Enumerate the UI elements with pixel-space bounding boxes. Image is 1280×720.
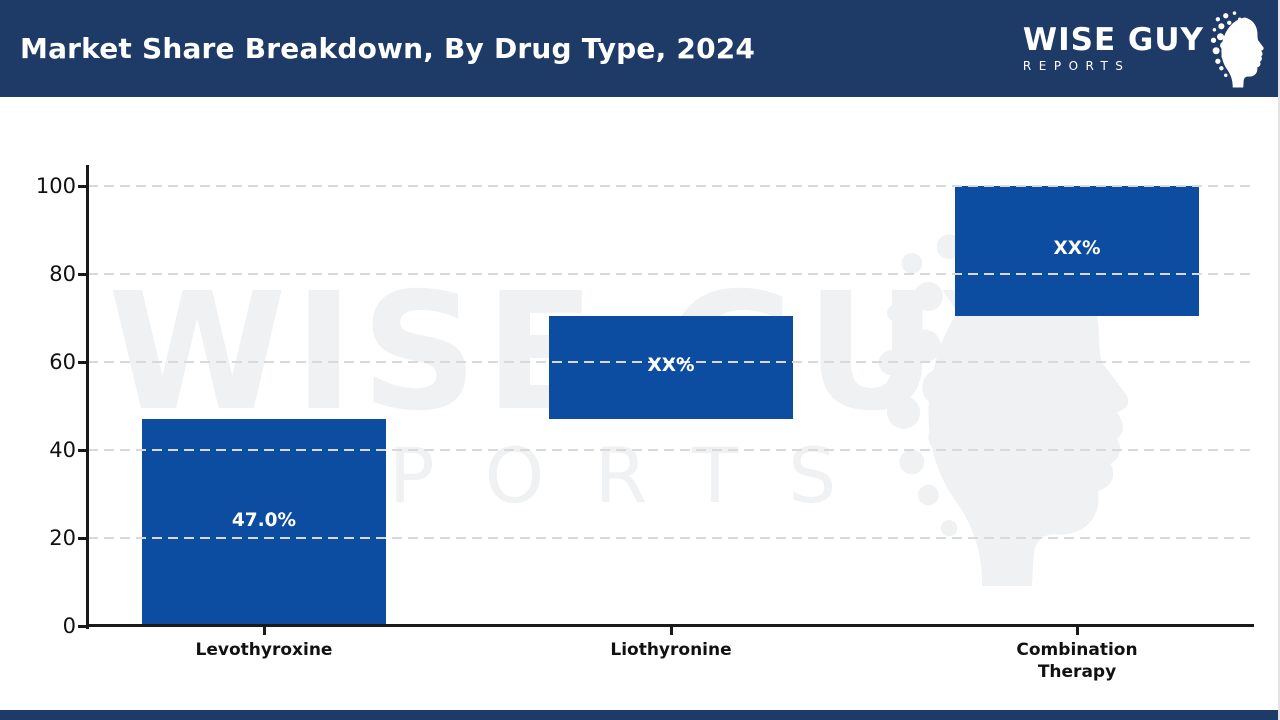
footer-bar: [0, 710, 1280, 720]
x-axis-line: [86, 624, 1254, 627]
grid-line: [88, 185, 1253, 187]
x-axis-category-label: Combination Therapy: [1016, 640, 1138, 682]
bar: [549, 315, 793, 420]
y-tick-label: 40: [49, 438, 76, 462]
y-tick-label: 80: [49, 262, 76, 286]
y-tick-label: 100: [35, 174, 76, 198]
x-axis-tick: [670, 627, 673, 635]
brand-logo: WISE GUY REPORTS: [1023, 9, 1266, 89]
brand-logo-text: WISE GUY REPORTS: [1022, 22, 1204, 73]
y-axis-tick: [78, 361, 88, 364]
face-profile: [1221, 17, 1264, 87]
app-header: Market Share Breakdown, By Drug Type, 20…: [0, 0, 1280, 97]
bar: [955, 186, 1199, 316]
grid-line: [88, 537, 1253, 539]
y-axis-tick: [78, 273, 88, 276]
brand-name: WISE GUY: [1022, 22, 1204, 58]
bar-value-label: XX%: [1053, 237, 1101, 259]
watermark-face-icon: [878, 226, 1129, 586]
y-tick-label: 20: [49, 526, 76, 550]
x-axis-category-label: Liothyronine: [610, 640, 732, 660]
y-axis-tick: [78, 625, 88, 628]
x-axis-category-label: Levothyroxine: [195, 640, 333, 660]
y-axis-line: [86, 165, 89, 629]
y-tick-label: 0: [62, 614, 76, 638]
y-axis-tick: [78, 537, 88, 540]
y-axis-tick: [78, 449, 88, 452]
x-axis-tick: [1076, 627, 1079, 635]
grid-line: [88, 273, 1253, 275]
chart-title: Market Share Breakdown, By Drug Type, 20…: [20, 32, 756, 65]
grid-line: [88, 449, 1253, 451]
bar-value-label: 47.0%: [231, 509, 297, 531]
dotted-face-icon: [1210, 10, 1264, 87]
y-axis-tick: [78, 185, 88, 188]
y-tick-label: 60: [49, 350, 76, 374]
brand-subtitle: REPORTS: [1022, 59, 1131, 73]
x-axis-tick: [263, 627, 266, 635]
grid-line: [88, 361, 1253, 363]
bar-value-label: XX%: [647, 354, 695, 376]
bar: [142, 419, 386, 626]
